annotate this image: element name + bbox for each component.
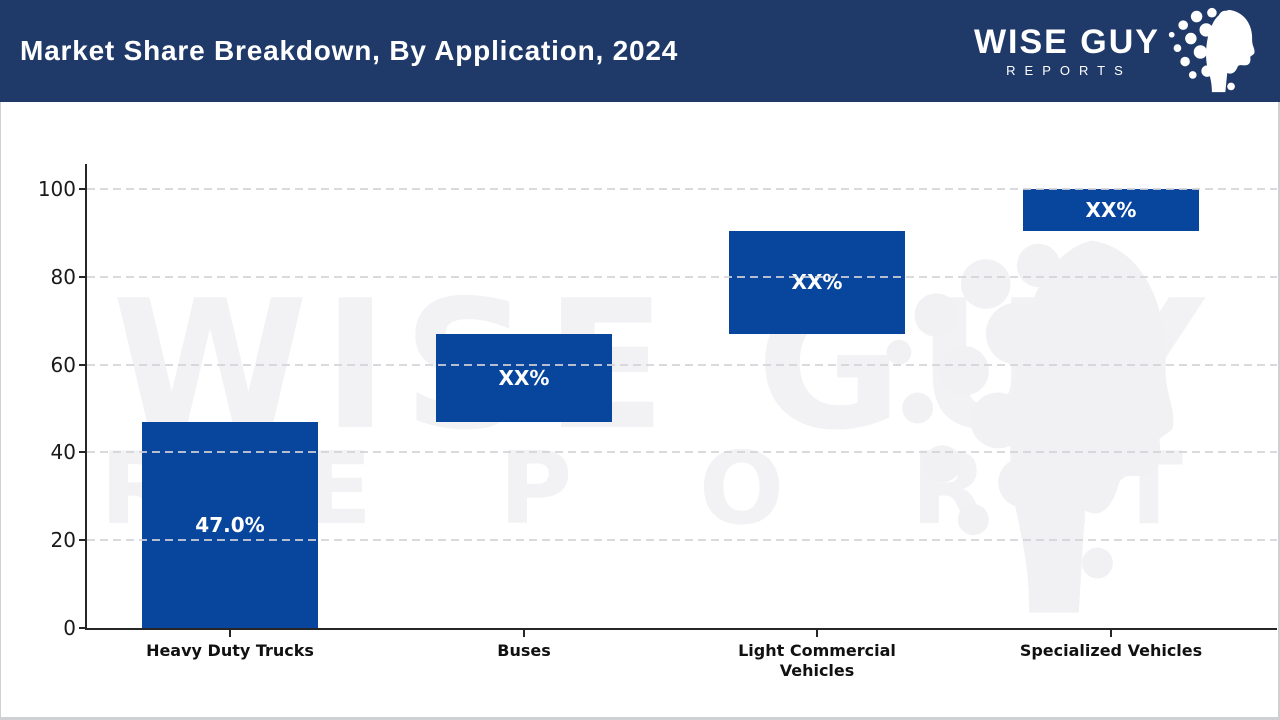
watermark-face-icon	[886, 240, 1174, 613]
y-tick-label: 0	[63, 616, 76, 640]
y-tick-mark	[79, 627, 87, 629]
x-axis-spine	[85, 628, 1277, 630]
brand-name: WISE GUY	[973, 23, 1160, 61]
x-category-label: Light Commercial Vehicles	[738, 641, 896, 680]
y-tick-mark	[79, 363, 87, 366]
y-tick-mark	[79, 275, 87, 278]
page-border-right	[1278, 102, 1280, 720]
bar-light-commercial-vehicles: XX%	[729, 230, 905, 334]
y-tick-mark	[79, 188, 87, 190]
brand-logo: WISE GUY REPORTS	[974, 6, 1258, 96]
bar-heavy-duty-trucks: 47.0%	[142, 421, 318, 628]
y-tick-label: 60	[50, 352, 76, 377]
y-tick-label: 20	[50, 528, 76, 553]
gridline-y-40	[87, 451, 1277, 454]
x-category-label: Specialized Vehicles	[1019, 641, 1203, 660]
x-tick-mark	[523, 630, 525, 637]
y-tick-label: 80	[50, 264, 76, 289]
bar-specialized-vehicles: XX%	[1023, 189, 1199, 231]
header: Market Share Breakdown, By Application, …	[0, 0, 1280, 102]
y-tick-label: 100	[37, 177, 76, 201]
page-title: Market Share Breakdown, By Application, …	[20, 35, 679, 66]
y-axis-spine	[85, 164, 87, 630]
brand-subtitle: REPORTS	[1006, 63, 1132, 78]
gridline-y-20	[87, 539, 1277, 542]
y-tick-mark	[79, 451, 87, 454]
x-category-label: Heavy Duty Trucks	[146, 641, 314, 660]
page-border-left	[0, 102, 1, 720]
gridline-y-100	[87, 188, 1277, 190]
x-category-label: Buses	[497, 641, 551, 660]
x-tick-mark	[816, 630, 818, 637]
bar-value-label: XX%	[791, 270, 843, 295]
gridline-y-60	[87, 363, 1277, 366]
bar-value-label: XX%	[498, 365, 550, 390]
x-tick-mark	[229, 630, 231, 637]
gridline-y-80	[87, 275, 1277, 278]
brand-face-icon	[1168, 7, 1255, 93]
bar-value-label: XX%	[1085, 197, 1137, 222]
bar-buses: XX%	[436, 333, 612, 422]
y-tick-label: 40	[50, 440, 76, 465]
bar-value-label: 47.0%	[195, 512, 265, 537]
chart-canvas: WISE GUY R E P O R T S 02040608010047.0%…	[0, 102, 1280, 720]
x-tick-mark	[1110, 630, 1112, 637]
page-border-bottom	[0, 717, 1280, 720]
y-tick-mark	[79, 539, 87, 542]
